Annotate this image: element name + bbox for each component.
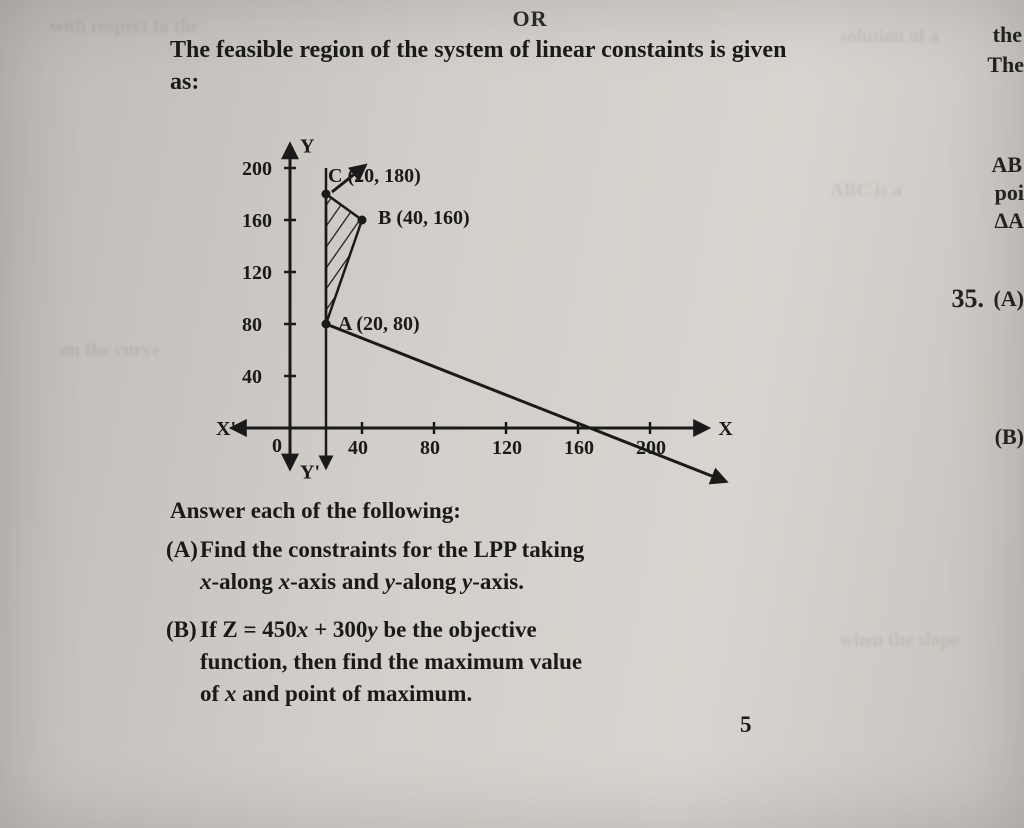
sub-b-label: (B) <box>166 614 197 646</box>
svg-text:120: 120 <box>492 437 522 459</box>
ghost-text: when the slope <box>840 630 959 652</box>
marks-value: 5 <box>740 712 752 738</box>
edge-fragment: (A) <box>993 286 1024 312</box>
svg-text:B (40, 160): B (40, 160) <box>378 207 470 229</box>
svg-text:0: 0 <box>272 435 282 457</box>
svg-text:40: 40 <box>242 366 262 388</box>
edge-fragment: (B) <box>995 424 1024 450</box>
question-block: OR The feasible region of the system of … <box>170 10 810 99</box>
page: with respect to the solution of a ABC is… <box>0 0 1024 828</box>
svg-text:X: X <box>718 418 733 440</box>
sub-b-text-3: of x and point of maximum. <box>200 681 472 706</box>
ghost-text: solution of a <box>840 26 939 48</box>
sub-question-b: (B) If Z = 450x + 300y be the objective … <box>200 614 780 711</box>
ghost-text: ABC is a <box>830 180 902 202</box>
edge-fragment: ΔA <box>994 208 1024 234</box>
question-prompt: The feasible region of the system of lin… <box>170 34 810 99</box>
ghost-text: on the curve <box>60 340 160 362</box>
sub-question-a: (A) Find the constraints for the LPP tak… <box>200 534 780 598</box>
svg-text:Y: Y <box>300 136 315 158</box>
or-label: OR <box>210 6 850 32</box>
edge-fragment: The <box>987 52 1024 78</box>
svg-text:40: 40 <box>348 437 368 459</box>
svg-text:80: 80 <box>420 437 440 459</box>
sub-b-text-2: function, then find the maximum value <box>200 649 582 674</box>
sub-a-text-2: x-along x-axis and y-along y-axis. <box>200 569 524 594</box>
svg-text:C (20, 180): C (20, 180) <box>328 165 421 187</box>
sub-a-label: (A) <box>166 534 198 566</box>
svg-text:Y': Y' <box>300 461 320 483</box>
sub-a-text-1: Find the constraints for the LPP taking <box>200 537 584 562</box>
sub-b-text-1: If Z = 450x + 300y be the objective <box>200 617 537 642</box>
edge-fragment: AB <box>991 152 1022 178</box>
svg-text:120: 120 <box>242 262 272 284</box>
edge-fragment: poi <box>995 180 1024 206</box>
svg-text:160: 160 <box>242 210 272 232</box>
edge-fragment: the <box>993 22 1022 48</box>
svg-text:200: 200 <box>242 158 272 180</box>
svg-text:X': X' <box>216 418 236 440</box>
question-number-35: 35. <box>952 284 985 314</box>
svg-text:A (20, 80): A (20, 80) <box>338 313 420 335</box>
svg-text:80: 80 <box>242 314 262 336</box>
answer-prompt: Answer each of the following: <box>170 498 461 524</box>
feasible-region-graph: XX'YY'040801201602004080120160200A (20, … <box>210 98 770 488</box>
svg-text:160: 160 <box>564 437 594 459</box>
